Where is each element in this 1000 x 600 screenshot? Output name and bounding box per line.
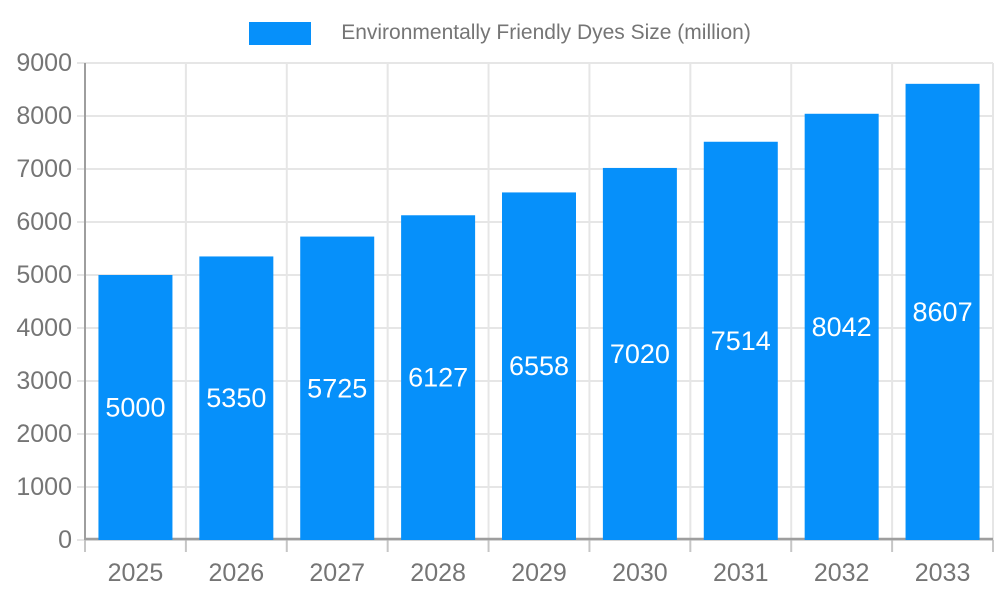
y-tick-label: 1000 — [16, 473, 72, 501]
x-tick-label: 2032 — [814, 559, 870, 587]
y-tick-label: 2000 — [16, 420, 72, 448]
x-tick-label: 2029 — [511, 559, 567, 587]
bar-value-label: 6558 — [509, 351, 569, 381]
bar-2031 — [703, 141, 778, 540]
x-tick-label: 2030 — [612, 559, 668, 587]
y-tick-label: 0 — [58, 526, 72, 554]
bar-2032 — [804, 113, 879, 541]
chart-legend: Environmentally Friendly Dyes Size (mill… — [0, 21, 1000, 45]
x-tick-label: 2028 — [410, 559, 466, 587]
x-tick-label: 2027 — [309, 559, 365, 587]
bar-value-label: 7020 — [610, 339, 670, 369]
x-tick-label: 2026 — [209, 559, 265, 587]
bar-value-label: 8607 — [913, 297, 973, 327]
bar-value-label: 8042 — [812, 312, 872, 342]
y-tick-label: 5000 — [16, 261, 72, 289]
legend-label: Environmentally Friendly Dyes Size (mill… — [341, 21, 751, 44]
x-tick-label: 2033 — [915, 559, 971, 587]
bar-value-label: 5350 — [206, 383, 266, 413]
bar-2029 — [502, 192, 576, 540]
bar-2026 — [199, 256, 274, 540]
bar-value-label: 5000 — [105, 393, 165, 423]
bar-2027 — [300, 236, 375, 540]
bar-value-label: 7514 — [711, 326, 771, 356]
y-tick-label: 7000 — [16, 155, 72, 183]
bar-value-label: 5725 — [307, 373, 367, 403]
y-tick-label: 6000 — [16, 208, 72, 236]
bar-value-label: 6127 — [408, 363, 468, 393]
y-tick-label: 4000 — [16, 314, 72, 342]
x-tick-label: 2031 — [713, 559, 769, 587]
bar-2030 — [602, 167, 677, 540]
bar-2025 — [98, 275, 173, 540]
x-tick-label: 2025 — [108, 559, 164, 587]
y-tick-label: 9000 — [16, 49, 72, 77]
bar-2033 — [905, 83, 980, 540]
y-tick-label: 8000 — [16, 102, 72, 130]
legend-swatch — [249, 21, 312, 45]
y-tick-label: 3000 — [16, 367, 72, 395]
bar-2028 — [401, 215, 476, 541]
